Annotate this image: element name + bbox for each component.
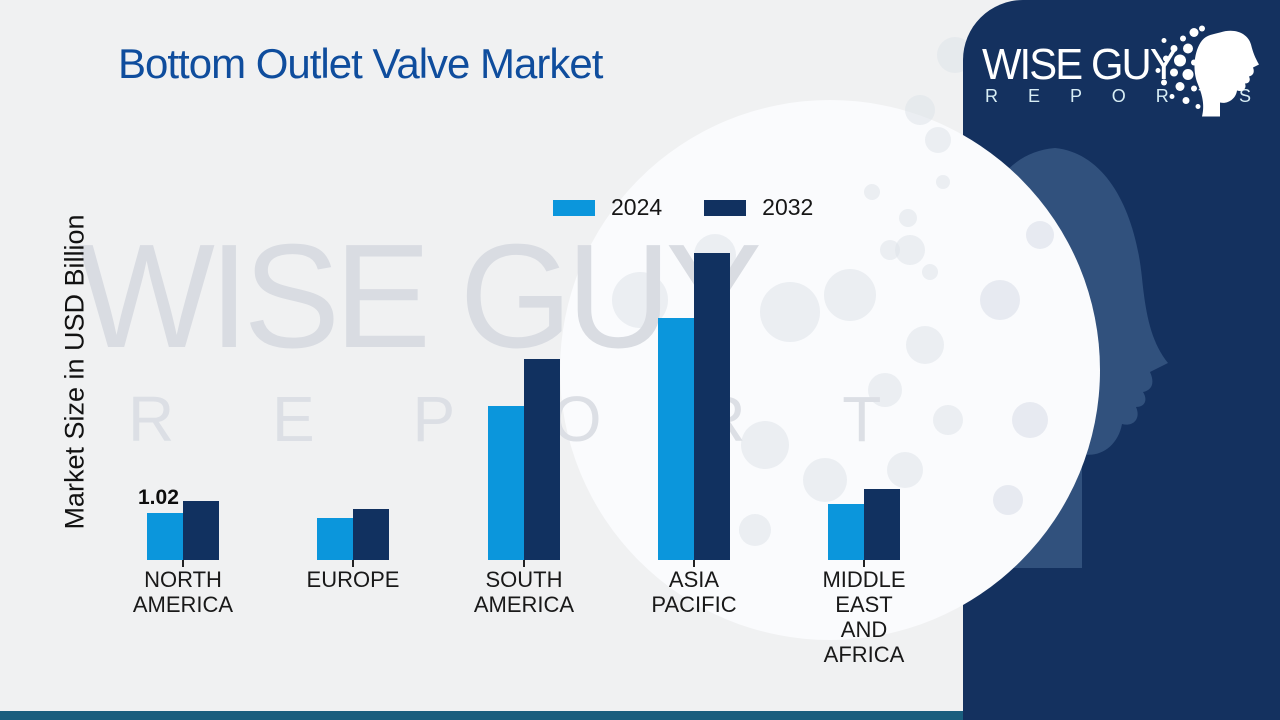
x-axis-tick	[352, 560, 354, 567]
legend-label-2032: 2032	[762, 194, 814, 220]
watermark-dot	[936, 175, 950, 189]
legend-label-2024: 2024	[611, 194, 663, 220]
x-axis-label-north-america: NORTH AMERICA	[132, 567, 234, 617]
x-axis-label-asia-pacific: ASIA PACIFIC	[651, 567, 737, 617]
bottom-accent-strip	[0, 711, 985, 720]
watermark-dot	[1012, 402, 1048, 438]
legend: 2024 2032	[553, 194, 813, 221]
watermark-dot	[803, 458, 847, 502]
legend-item-2032: 2032	[704, 194, 813, 221]
watermark-dot	[868, 373, 902, 407]
watermark-dot	[739, 514, 771, 546]
bar-2032-asia-pacific	[694, 253, 730, 560]
x-axis-tick	[693, 560, 695, 567]
bar-2024-middle-east-and-africa	[828, 504, 864, 560]
bar-2032-middle-east-and-africa	[864, 489, 900, 560]
bar-plot	[147, 253, 900, 560]
watermark-reports-text: R E P O R T S	[128, 383, 1061, 455]
legend-item-2024: 2024	[553, 194, 662, 221]
watermark-dot	[905, 95, 935, 125]
bar-2032-europe	[353, 509, 389, 560]
brand-panel: WISE GUY R E P O R T S	[963, 0, 1280, 720]
watermark-brand-text: WISE GUY	[78, 214, 762, 379]
watermark-dot	[906, 326, 944, 364]
watermark-dot	[864, 184, 880, 200]
watermark-dot	[993, 485, 1023, 515]
bar-2024-asia-pacific	[658, 318, 694, 560]
bar-2024-south-america	[488, 406, 524, 560]
watermark-dot	[887, 452, 923, 488]
watermark-dot	[899, 209, 917, 227]
chart-title: Bottom Outlet Valve Market	[118, 40, 603, 87]
x-axis-label-south-america: SOUTH AMERICA	[473, 567, 575, 617]
bar-2032-north-america	[183, 501, 219, 560]
bar-2024-north-america	[147, 513, 183, 560]
bar-2024-europe	[317, 518, 353, 560]
x-axis-label-europe: EUROPE	[306, 567, 400, 592]
watermark-dot	[880, 240, 900, 260]
watermark-dot	[895, 235, 925, 265]
x-axis-tick	[182, 560, 184, 567]
x-axis-tick	[523, 560, 525, 567]
watermark-dot	[933, 405, 963, 435]
watermark-dot	[922, 264, 938, 280]
legend-swatch-2024	[553, 199, 595, 216]
watermark-dot	[741, 421, 789, 469]
x-axis-tick	[863, 560, 865, 567]
bar-2032-south-america	[524, 359, 560, 560]
watermark-dot	[760, 282, 820, 342]
watermark-dot	[824, 269, 876, 321]
logo-brand-text: WISE GUY	[982, 40, 1178, 89]
wise-guy-face-icon	[1155, 25, 1259, 117]
watermark-dot	[980, 280, 1020, 320]
x-axis-label-middle-east-and-africa: MIDDLE EAST AND AFRICA	[822, 567, 906, 667]
watermark-dot	[1026, 221, 1054, 249]
watermark-dot	[925, 127, 951, 153]
value-label-north-america-2024: 1.02	[138, 486, 179, 509]
legend-swatch-2032	[704, 199, 747, 216]
